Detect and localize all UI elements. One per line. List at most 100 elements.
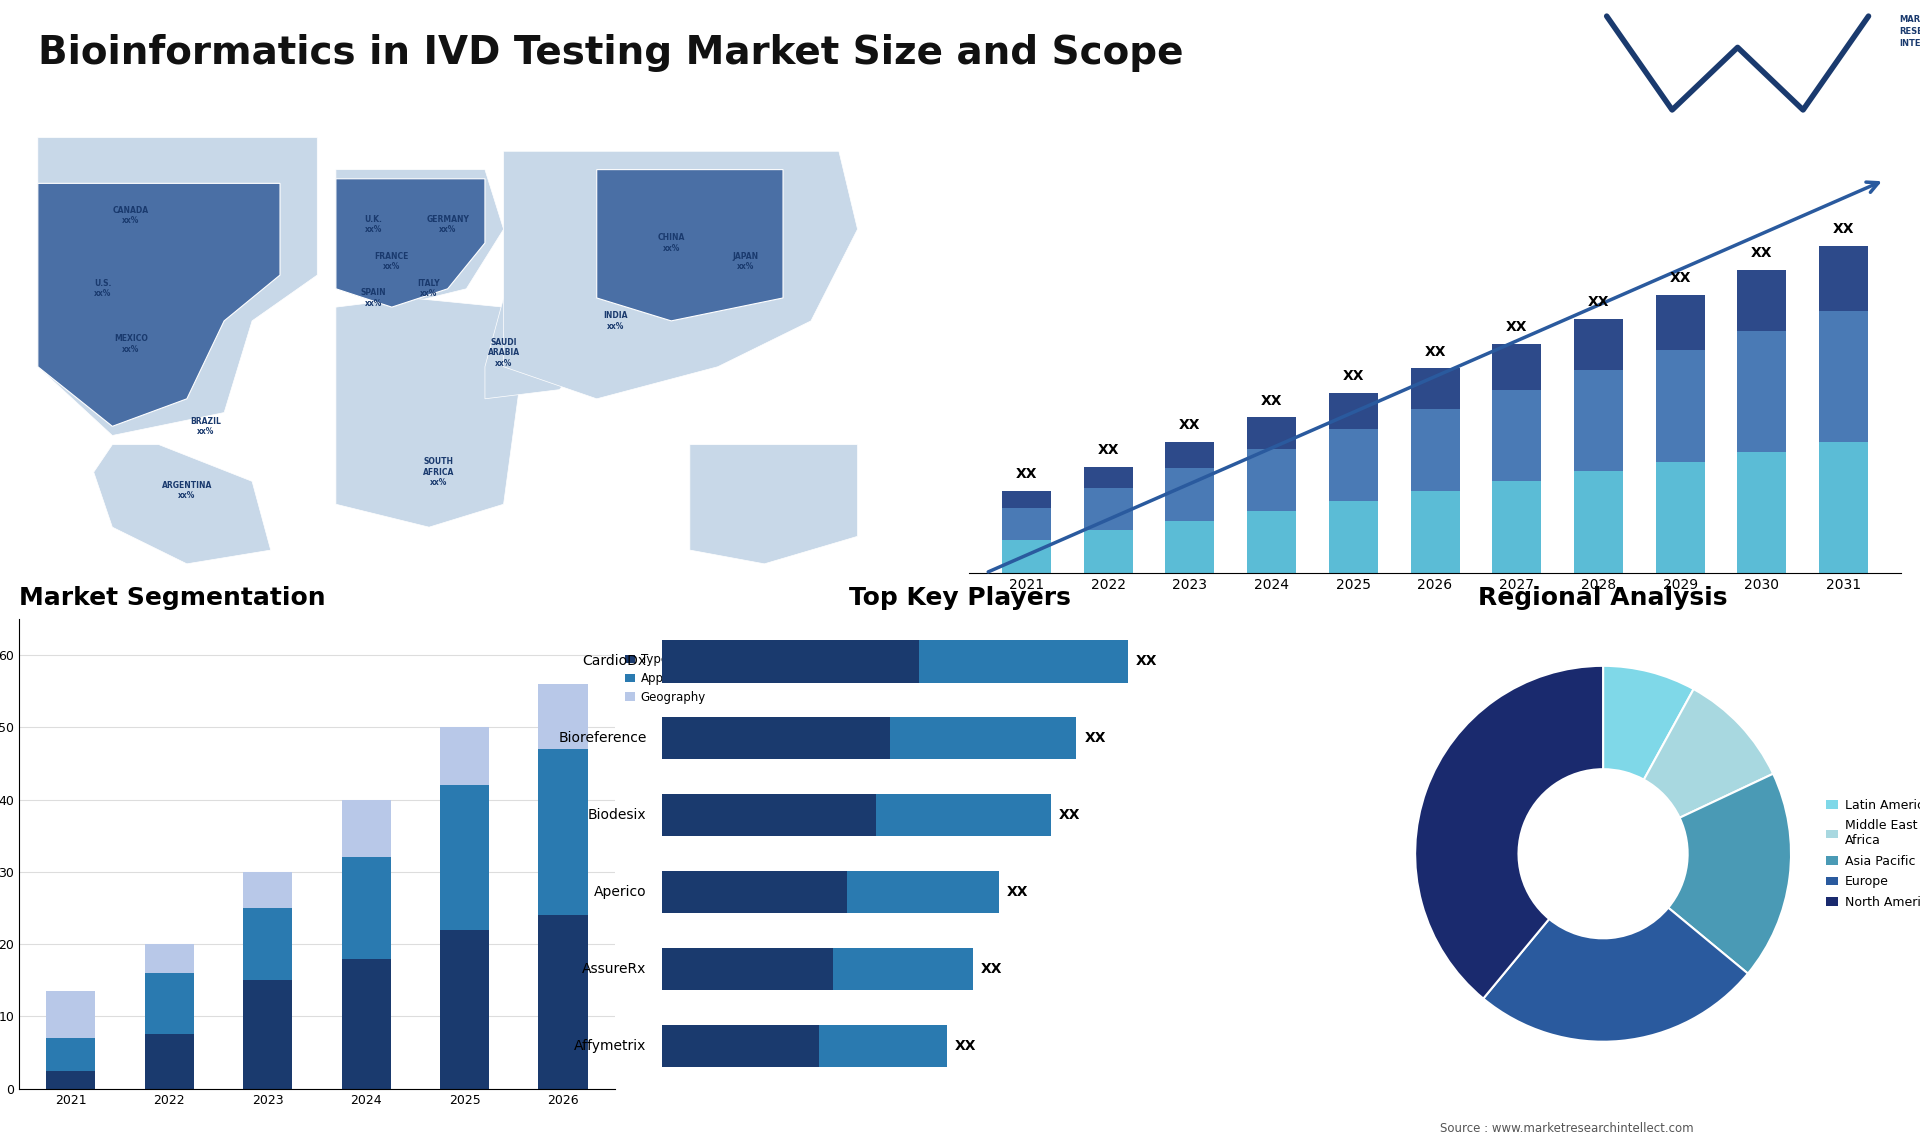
Text: Bioreference: Bioreference (559, 731, 647, 745)
Text: XX: XX (954, 1039, 977, 1053)
Bar (1248, 417, 1296, 448)
Polygon shape (503, 151, 858, 399)
Bar (847, 871, 998, 913)
Wedge shape (1668, 774, 1791, 974)
Bar (1738, 331, 1786, 452)
Bar (1165, 442, 1215, 469)
Bar (891, 717, 1077, 760)
Bar (1818, 311, 1868, 442)
Bar (538, 916, 588, 1089)
Bar (1492, 390, 1542, 481)
Text: XX: XX (1425, 345, 1446, 359)
Text: U.K.
xx%: U.K. xx% (365, 215, 382, 234)
Text: Source : www.marketresearchintellect.com: Source : www.marketresearchintellect.com (1440, 1122, 1693, 1135)
Text: ARGENTINA
xx%: ARGENTINA xx% (161, 481, 211, 500)
Text: XX: XX (1668, 270, 1692, 285)
Bar (1411, 492, 1459, 573)
Legend: Latin America, Middle East &
Africa, Asia Pacific, Europe, North America: Latin America, Middle East & Africa, Asi… (1820, 794, 1920, 913)
Text: Affymetrix: Affymetrix (574, 1039, 647, 1053)
Bar (1411, 409, 1459, 492)
Bar (538, 684, 588, 749)
Bar (440, 785, 490, 929)
Text: Aperico: Aperico (593, 885, 647, 900)
Bar (1738, 270, 1786, 331)
Bar (1165, 520, 1215, 573)
Bar (1165, 469, 1215, 520)
Bar (1002, 508, 1050, 540)
Bar (833, 948, 973, 990)
Text: XX: XX (1098, 442, 1119, 457)
Bar (1083, 466, 1133, 488)
Bar (662, 641, 918, 683)
Text: CHINA
xx%: CHINA xx% (657, 234, 685, 252)
Bar (538, 749, 588, 916)
Text: U.S.
xx%: U.S. xx% (94, 280, 111, 298)
Bar (342, 958, 392, 1089)
Bar (1083, 488, 1133, 531)
Bar (46, 1070, 96, 1089)
Bar (244, 908, 292, 980)
Polygon shape (336, 179, 486, 307)
Text: INDIA
xx%: INDIA xx% (603, 312, 628, 330)
Text: CANADA
xx%: CANADA xx% (113, 206, 150, 225)
Bar (440, 728, 490, 785)
Polygon shape (38, 138, 317, 435)
Bar (662, 871, 847, 913)
Bar (1002, 492, 1050, 508)
Bar (1083, 531, 1133, 573)
Polygon shape (38, 183, 280, 426)
Text: XX: XX (1751, 246, 1772, 260)
Bar (1329, 393, 1379, 429)
Bar (1248, 448, 1296, 511)
Text: SAUDI
ARABIA
xx%: SAUDI ARABIA xx% (488, 338, 520, 368)
Bar (144, 944, 194, 973)
Bar (244, 872, 292, 908)
Bar (342, 800, 392, 857)
Wedge shape (1603, 666, 1693, 779)
Text: FRANCE
xx%: FRANCE xx% (374, 252, 409, 270)
Text: SPAIN
xx%: SPAIN xx% (361, 289, 386, 307)
Wedge shape (1484, 908, 1747, 1042)
Bar (440, 929, 490, 1089)
Title: Regional Analysis: Regional Analysis (1478, 586, 1728, 610)
Text: XX: XX (1137, 654, 1158, 668)
Polygon shape (94, 445, 271, 564)
Text: SOUTH
AFRICA
xx%: SOUTH AFRICA xx% (422, 457, 453, 487)
Bar (1329, 429, 1379, 501)
Text: XX: XX (981, 963, 1002, 976)
Bar (1655, 462, 1705, 573)
Text: XX: XX (1588, 296, 1609, 309)
Wedge shape (1415, 666, 1603, 998)
Bar (1002, 540, 1050, 573)
Text: GERMANY
xx%: GERMANY xx% (426, 215, 468, 234)
Bar (244, 980, 292, 1089)
Bar (144, 1035, 194, 1089)
Bar (662, 794, 876, 837)
Bar (1329, 501, 1379, 573)
Bar (662, 1025, 820, 1067)
Text: BRAZIL
xx%: BRAZIL xx% (190, 417, 221, 435)
Text: Bioinformatics in IVD Testing Market Size and Scope: Bioinformatics in IVD Testing Market Siz… (38, 34, 1185, 72)
Bar (1818, 245, 1868, 311)
Polygon shape (597, 170, 783, 321)
Text: Market Segmentation: Market Segmentation (19, 586, 326, 610)
Text: CardioDx: CardioDx (582, 654, 647, 668)
Legend: Type, Application, Geography: Type, Application, Geography (620, 649, 712, 708)
Bar (918, 641, 1129, 683)
Text: XX: XX (1058, 808, 1079, 823)
Bar (876, 794, 1050, 837)
Bar (46, 1038, 96, 1070)
Bar (1574, 320, 1622, 370)
Polygon shape (486, 289, 597, 399)
Text: XX: XX (1261, 393, 1283, 408)
Bar (144, 973, 194, 1035)
Bar (1818, 442, 1868, 573)
Bar (1655, 295, 1705, 351)
Bar (1574, 370, 1622, 471)
Text: XX: XX (1834, 221, 1855, 236)
Bar (1411, 368, 1459, 409)
Bar (342, 857, 392, 958)
Text: JAPAN
xx%: JAPAN xx% (733, 252, 758, 270)
Text: XX: XX (1085, 731, 1106, 745)
Text: ITALY
xx%: ITALY xx% (419, 280, 440, 298)
